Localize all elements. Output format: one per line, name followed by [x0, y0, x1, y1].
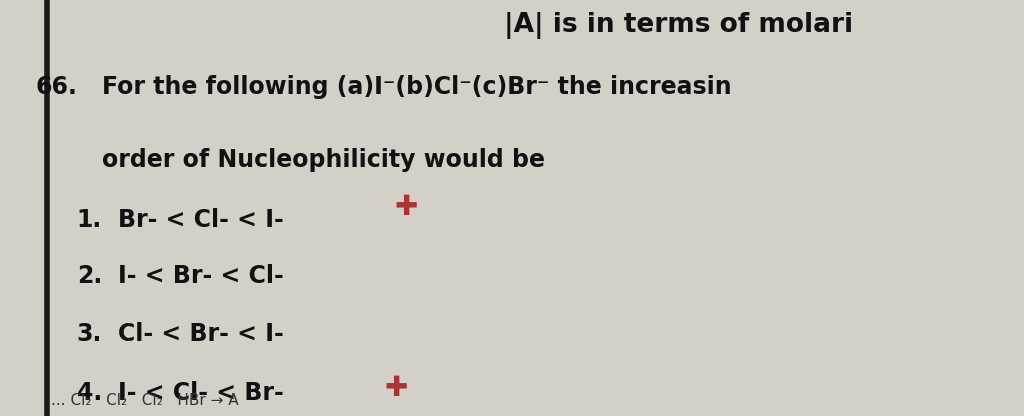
- Text: For the following (a)I⁻(b)Cl⁻(c)Br⁻ the increasin: For the following (a)I⁻(b)Cl⁻(c)Br⁻ the …: [102, 75, 732, 99]
- Text: ... Cl₂   Cl₂   Cl₂   HBr → A: ... Cl₂ Cl₂ Cl₂ HBr → A: [51, 393, 239, 408]
- Text: Cl- < Br- < I-: Cl- < Br- < I-: [118, 322, 284, 347]
- Text: 66.: 66.: [36, 75, 78, 99]
- Text: Br- < Cl- < I-: Br- < Cl- < I-: [118, 208, 284, 232]
- Text: 4.: 4.: [77, 381, 102, 405]
- Text: order of Nucleophilicity would be: order of Nucleophilicity would be: [102, 148, 546, 172]
- Text: ✚: ✚: [394, 193, 418, 221]
- Text: I- < Br- < Cl-: I- < Br- < Cl-: [118, 264, 284, 288]
- Text: 2.: 2.: [77, 264, 102, 288]
- Text: |A| is in terms of molari: |A| is in terms of molari: [504, 12, 853, 40]
- Text: 1.: 1.: [77, 208, 102, 232]
- Text: ✚: ✚: [384, 374, 408, 402]
- Text: I- < Cl- < Br-: I- < Cl- < Br-: [118, 381, 284, 405]
- Text: 3.: 3.: [77, 322, 102, 347]
